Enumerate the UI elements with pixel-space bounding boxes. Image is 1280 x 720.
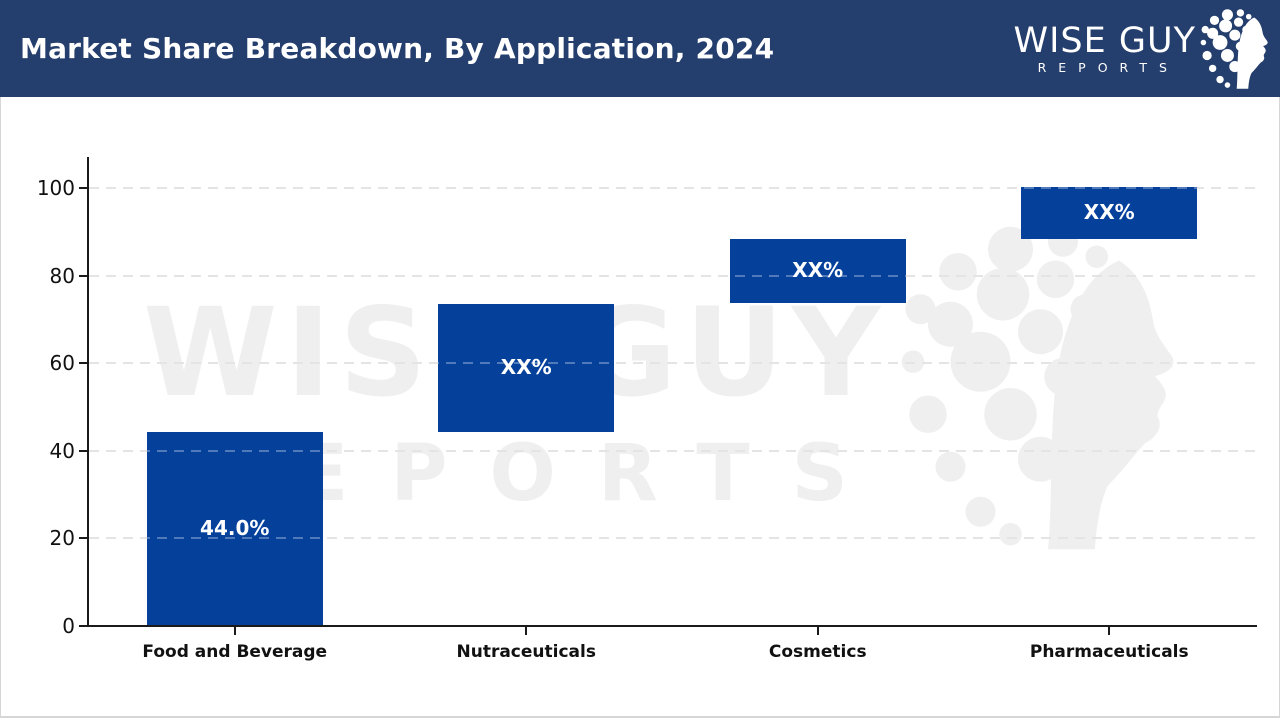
y-axis-line <box>87 157 89 627</box>
grid-line-overlay <box>89 449 1255 452</box>
header-bar: Market Share Breakdown, By Application, … <box>0 0 1280 97</box>
grid-line <box>89 449 1255 452</box>
y-tick-label: 20 <box>49 526 75 551</box>
grid-line-overlay <box>89 187 1255 189</box>
y-tick-label: 60 <box>49 351 75 376</box>
bar <box>1021 187 1198 240</box>
wiseguy-logo-head-icon <box>1200 9 1268 89</box>
category-label: Cosmetics <box>768 642 867 662</box>
grid-line <box>89 187 1255 189</box>
bar-label: XX% <box>792 258 844 283</box>
y-tick-label: 0 <box>62 614 75 638</box>
grid-line <box>89 274 1255 277</box>
wiseguy-logo-text: WISE GUY REPORTS <box>1013 20 1196 76</box>
x-tick <box>816 627 819 635</box>
y-tick <box>79 187 87 189</box>
category-label: Pharmaceuticals <box>1029 642 1189 662</box>
logo-wiseguy-label: WISE GUY <box>1013 20 1196 61</box>
bar-label: XX% <box>500 354 552 379</box>
grid-line-overlay <box>89 274 1255 277</box>
grid-line-overlay <box>89 362 1255 365</box>
y-tick <box>79 362 87 365</box>
watermark-head-icon <box>901 226 1174 550</box>
y-tick <box>79 449 87 452</box>
grid-line <box>89 362 1255 365</box>
y-tick <box>79 274 87 277</box>
bar <box>729 239 906 304</box>
y-tick <box>79 625 87 627</box>
wiseguy-logo: WISE GUY REPORTS <box>1013 5 1270 93</box>
y-tick-label: 100 <box>36 176 75 200</box>
x-axis-line <box>87 625 1257 627</box>
logo-reports-label: REPORTS <box>1037 60 1179 76</box>
category-label: Food and Beverage <box>142 642 328 662</box>
x-tick <box>1108 627 1111 635</box>
category-label: Nutraceuticals <box>456 642 596 662</box>
y-tick-label: 40 <box>49 438 75 463</box>
bar-label: XX% <box>1083 200 1135 225</box>
chart-panel: WISE GUY REPORTS 0 20 40 60 80 100 44.0% Food a… <box>0 97 1280 718</box>
bar-label: 44.0% <box>200 515 270 540</box>
bar <box>438 303 615 433</box>
page-title: Market Share Breakdown, By Application, … <box>20 32 775 65</box>
grid-line <box>89 537 1255 540</box>
x-tick <box>525 627 528 635</box>
y-tick <box>79 537 87 540</box>
y-tick-label: 80 <box>49 263 75 288</box>
grid-line-overlay <box>89 537 1255 540</box>
bar <box>146 432 323 625</box>
plot-area: 0 20 40 60 80 100 44.0% Food and Beverage XX% Nut… <box>1 97 1279 716</box>
x-tick <box>233 627 236 635</box>
